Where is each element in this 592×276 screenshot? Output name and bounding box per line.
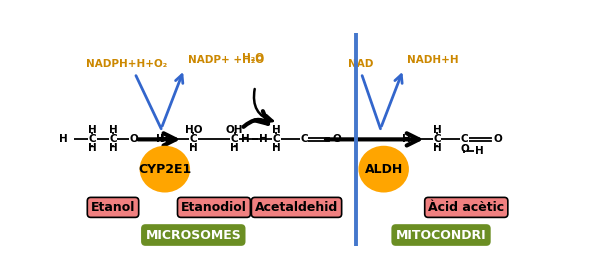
- Text: C: C: [433, 134, 440, 144]
- Text: NADH+H: NADH+H: [407, 55, 458, 65]
- Text: H: H: [160, 134, 169, 144]
- Text: NAD: NAD: [348, 59, 374, 69]
- Text: H: H: [272, 143, 281, 153]
- Text: H: H: [108, 126, 117, 136]
- Text: OH: OH: [226, 125, 243, 135]
- Text: H: H: [402, 134, 411, 144]
- Text: H: H: [230, 143, 239, 153]
- Text: NADPH+H+O₂: NADPH+H+O₂: [86, 59, 168, 69]
- Text: H: H: [156, 134, 165, 144]
- Text: H: H: [189, 143, 198, 153]
- Text: C: C: [231, 134, 239, 144]
- Text: C: C: [109, 134, 117, 144]
- Text: H₂O: H₂O: [242, 53, 264, 63]
- Text: HO: HO: [185, 125, 202, 135]
- Text: H: H: [433, 143, 441, 153]
- Text: H: H: [259, 134, 268, 144]
- Text: C: C: [189, 134, 197, 144]
- Text: H: H: [242, 134, 250, 144]
- Text: Acetaldehid: Acetaldehid: [255, 201, 338, 214]
- Ellipse shape: [359, 146, 409, 193]
- Text: C: C: [461, 134, 468, 144]
- Text: CYP2E1: CYP2E1: [138, 163, 191, 176]
- Text: Àcid acètic: Àcid acètic: [428, 201, 504, 214]
- Text: O: O: [460, 144, 469, 154]
- Text: ALDH: ALDH: [365, 163, 403, 176]
- Text: Etanol: Etanol: [91, 201, 135, 214]
- Text: NADP+ +H₂O: NADP+ +H₂O: [188, 55, 264, 65]
- Text: H: H: [108, 143, 117, 153]
- Text: H: H: [272, 126, 281, 136]
- Text: H: H: [59, 134, 67, 144]
- Text: Etanodiol: Etanodiol: [181, 201, 247, 214]
- Text: C: C: [300, 134, 308, 144]
- Ellipse shape: [140, 146, 190, 193]
- Text: O: O: [333, 134, 342, 144]
- Text: MICROSOMES: MICROSOMES: [146, 229, 241, 242]
- Text: H: H: [475, 147, 484, 156]
- Text: H: H: [433, 126, 441, 136]
- Text: O: O: [493, 134, 502, 144]
- Text: C: C: [272, 134, 280, 144]
- Text: H: H: [88, 143, 96, 153]
- Text: C: C: [89, 134, 96, 144]
- Text: O: O: [129, 134, 138, 144]
- Text: MITOCONDRI: MITOCONDRI: [395, 229, 487, 242]
- Text: H: H: [88, 126, 96, 136]
